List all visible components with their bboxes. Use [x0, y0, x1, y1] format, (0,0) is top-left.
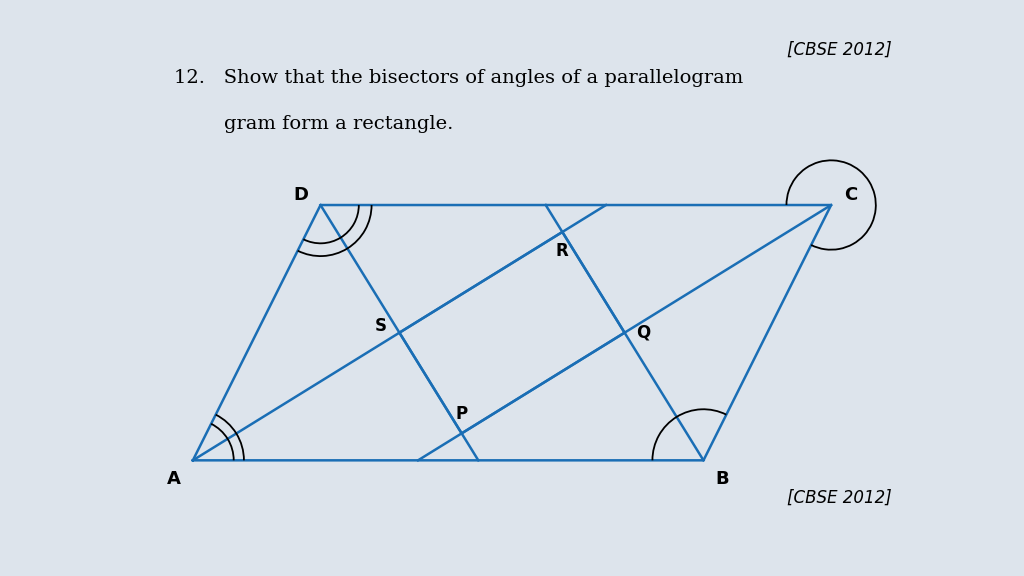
Text: [CBSE 2012]: [CBSE 2012]	[787, 489, 892, 507]
Text: S: S	[374, 317, 386, 335]
Text: P: P	[456, 406, 468, 423]
Text: D: D	[294, 187, 309, 204]
Text: [CBSE 2012]: [CBSE 2012]	[787, 40, 892, 58]
Text: C: C	[844, 187, 857, 204]
Text: gram form a rectangle.: gram form a rectangle.	[174, 115, 454, 133]
Text: R: R	[556, 242, 568, 260]
Text: Q: Q	[637, 324, 651, 342]
Text: A: A	[167, 471, 180, 488]
Text: 12.   Show that the bisectors of angles of a parallelogram: 12. Show that the bisectors of angles of…	[174, 69, 743, 87]
Text: B: B	[716, 471, 729, 488]
